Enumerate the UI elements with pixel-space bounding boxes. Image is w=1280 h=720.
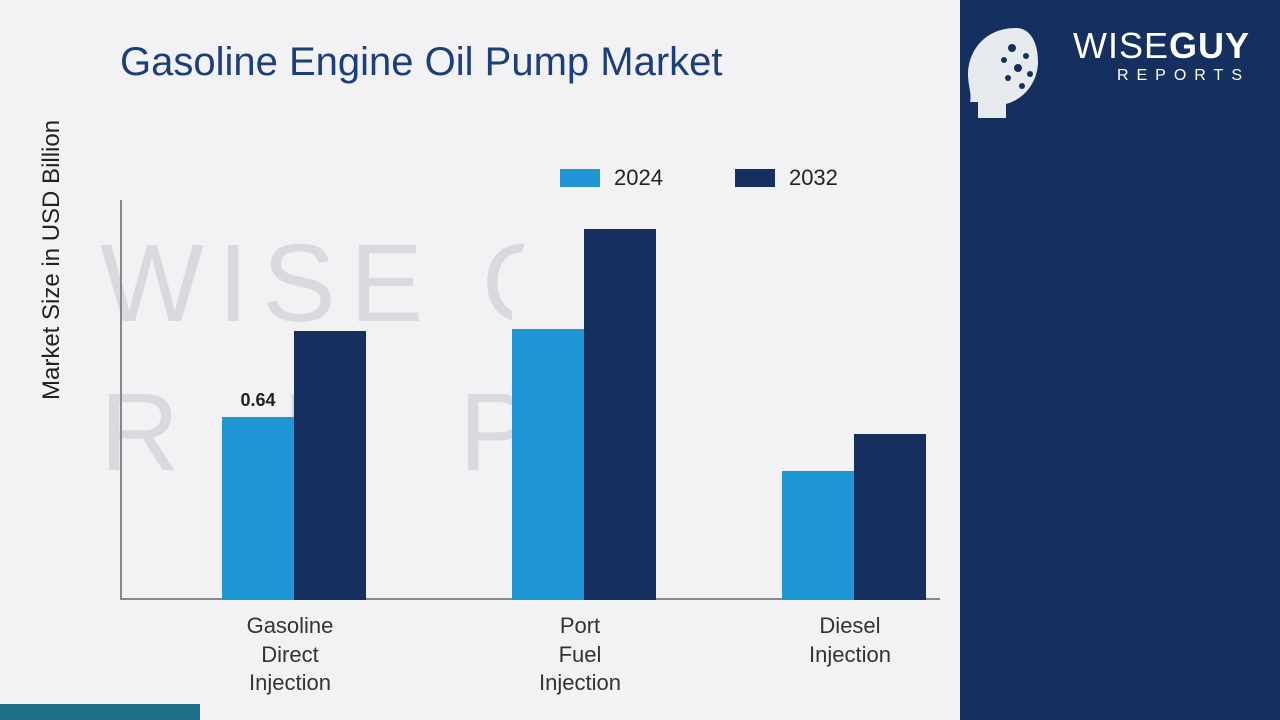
- category-label: PortFuelInjection: [490, 612, 670, 698]
- brand-top-line: WISEGUY: [1073, 28, 1250, 64]
- bar-2032: [584, 229, 656, 600]
- chart-plot-area: 0.64GasolineDirectInjectionPortFuelInjec…: [120, 200, 940, 600]
- brand-word-light: WISE: [1073, 25, 1169, 66]
- bar-2032: [294, 331, 366, 600]
- legend-label-2024: 2024: [614, 165, 663, 191]
- bar-2024: [512, 329, 584, 600]
- bar-2024: [782, 471, 854, 600]
- category-label: DieselInjection: [760, 612, 940, 669]
- chart-title: Gasoline Engine Oil Pump Market: [120, 40, 723, 85]
- chart-canvas: WISE GUY R E P O R T S WISEGUY REPORTS G…: [0, 0, 1280, 720]
- brand-sub-line: REPORTS: [1073, 68, 1250, 84]
- y-axis-line: [120, 200, 122, 600]
- y-axis-label: Market Size in USD Billion: [38, 120, 66, 400]
- legend-label-2032: 2032: [789, 165, 838, 191]
- chart-legend: 2024 2032: [560, 165, 838, 191]
- legend-item-2024: 2024: [560, 165, 663, 191]
- bar-2032: [854, 434, 926, 600]
- footer-accent-bar: [0, 704, 200, 720]
- bar-2024: [222, 417, 294, 600]
- category-label: GasolineDirectInjection: [200, 612, 380, 698]
- legend-swatch-2024: [560, 169, 600, 187]
- brand-logo: WISEGUY REPORTS: [1073, 28, 1250, 84]
- legend-item-2032: 2032: [735, 165, 838, 191]
- brand-word-bold: GUY: [1169, 25, 1250, 66]
- brand-head-icon: [956, 24, 1046, 124]
- legend-swatch-2032: [735, 169, 775, 187]
